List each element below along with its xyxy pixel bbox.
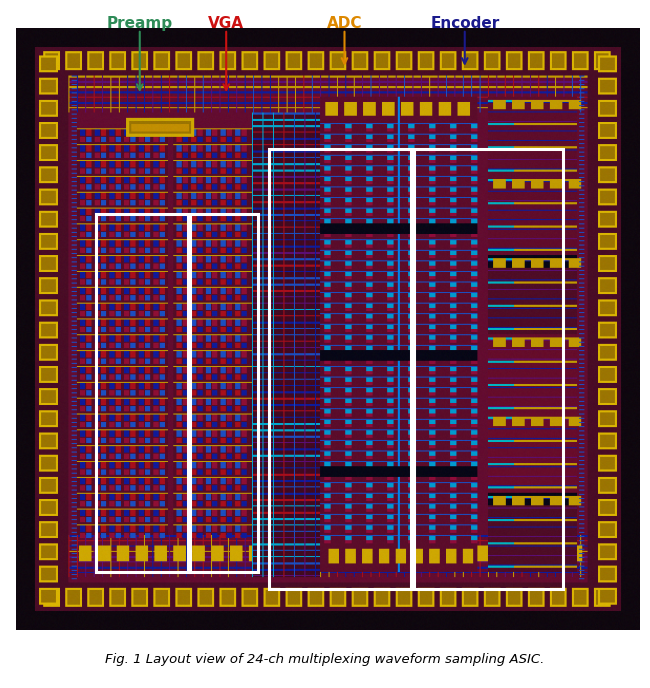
Text: ADC: ADC	[327, 16, 362, 31]
Text: Encoder: Encoder	[430, 16, 499, 31]
Bar	[269, 149, 411, 589]
Text: VGA: VGA	[208, 16, 244, 31]
Text: Fig. 1 Layout view of 24-ch multiplexing waveform sampling ASIC.: Fig. 1 Layout view of 24-ch multiplexing…	[105, 653, 545, 665]
Bar	[414, 149, 563, 589]
Text: Preamp: Preamp	[107, 16, 173, 31]
Bar	[190, 214, 258, 572]
Bar	[96, 214, 188, 572]
